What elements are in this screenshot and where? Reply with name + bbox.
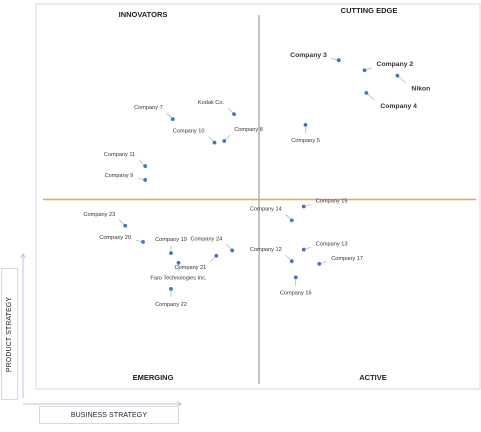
quadrant-label-cutting-edge: CUTTING EDGE bbox=[341, 6, 398, 15]
point-label-company-3: Company 3 bbox=[290, 52, 327, 59]
data-point-company-9[interactable] bbox=[143, 178, 148, 182]
point-label-nikon: Nikon bbox=[411, 86, 430, 93]
point-label-company-7: Company 7 bbox=[134, 105, 163, 111]
point-label-company-20: Company 20 bbox=[99, 235, 131, 241]
point-label-company-11: Company 11 bbox=[104, 152, 135, 158]
y-axis-arrowhead bbox=[20, 253, 26, 259]
y-axis-label: PRODUCT STRATEGY bbox=[6, 296, 13, 372]
point-label-company-21: Company 21 bbox=[175, 265, 207, 271]
data-point-company-11[interactable] bbox=[143, 164, 148, 168]
point-label-company-12: Company 12 bbox=[250, 247, 282, 253]
data-point-company-4[interactable] bbox=[364, 91, 369, 95]
data-point-company-12[interactable] bbox=[289, 259, 294, 264]
point-label-company-22: Company 22 bbox=[155, 302, 187, 308]
data-point-nikon[interactable] bbox=[395, 73, 400, 78]
point-label-company-9: Company 9 bbox=[105, 173, 134, 179]
data-point-company-17[interactable] bbox=[317, 261, 322, 266]
plot-frame bbox=[35, 3, 481, 390]
data-point-company-22[interactable] bbox=[169, 287, 173, 291]
point-label-company-10: Company 10 bbox=[173, 129, 205, 135]
data-point-company-21[interactable] bbox=[214, 253, 219, 258]
data-point-company-19[interactable] bbox=[169, 251, 173, 255]
point-label-company-2: Company 2 bbox=[377, 61, 414, 68]
data-point-company-8[interactable] bbox=[222, 139, 227, 143]
data-point-company-13[interactable] bbox=[301, 247, 306, 252]
data-point-company-2[interactable] bbox=[362, 68, 367, 73]
x-axis-label: BUSINESS STRATEGY bbox=[70, 411, 148, 419]
point-label-company-13: Company 13 bbox=[316, 242, 348, 248]
data-point-company-5[interactable] bbox=[303, 122, 308, 127]
point-label-company-8: Company 8 bbox=[234, 127, 263, 133]
x-axis-arrowhead bbox=[176, 401, 182, 407]
point-label-company-5: Company 5 bbox=[291, 138, 320, 144]
point-label-company-24: Company 24 bbox=[191, 236, 223, 242]
quadrant-label-emerging: EMERGING bbox=[133, 373, 174, 382]
data-point-company-3[interactable] bbox=[336, 58, 341, 63]
point-label-kodak-co: Kodak Co. bbox=[198, 100, 225, 106]
data-point-kodak-co[interactable] bbox=[232, 112, 236, 117]
point-label-company-17: Company 17 bbox=[331, 256, 363, 262]
quadrant-label-innovators: INNOVATORS bbox=[119, 10, 168, 19]
point-label-company-15: Company 15 bbox=[316, 199, 348, 205]
x-axis-label-box: BUSINESS STRATEGY bbox=[39, 406, 179, 424]
point-label-company-14: Company 14 bbox=[250, 206, 282, 212]
data-point-company-15[interactable] bbox=[301, 204, 306, 209]
data-point-company-14[interactable] bbox=[289, 218, 294, 223]
data-point-company-7[interactable] bbox=[170, 117, 175, 122]
data-point-company-23[interactable] bbox=[123, 223, 128, 228]
data-point-company-20[interactable] bbox=[141, 240, 145, 244]
point-label-company-19: Company 19 bbox=[155, 237, 187, 243]
quadrant-label-active: ACTIVE bbox=[359, 373, 387, 382]
y-axis-label-box: PRODUCT STRATEGY bbox=[1, 268, 18, 400]
point-label-company-4: Company 4 bbox=[380, 103, 417, 110]
point-label-company-23: Company 23 bbox=[84, 212, 116, 218]
data-point-company-16[interactable] bbox=[293, 275, 298, 280]
point-label-faro-technologies-inc: Faro Technologies Inc. bbox=[150, 276, 207, 282]
point-label-company-16: Company 16 bbox=[280, 290, 312, 296]
points-layer: Company 3 Company 2 Nikon Company 4 Company … bbox=[84, 52, 431, 308]
data-point-faro-technologies-inc[interactable] bbox=[176, 260, 181, 265]
data-point-company-10[interactable] bbox=[212, 140, 217, 145]
data-point-company-24[interactable] bbox=[230, 248, 235, 253]
